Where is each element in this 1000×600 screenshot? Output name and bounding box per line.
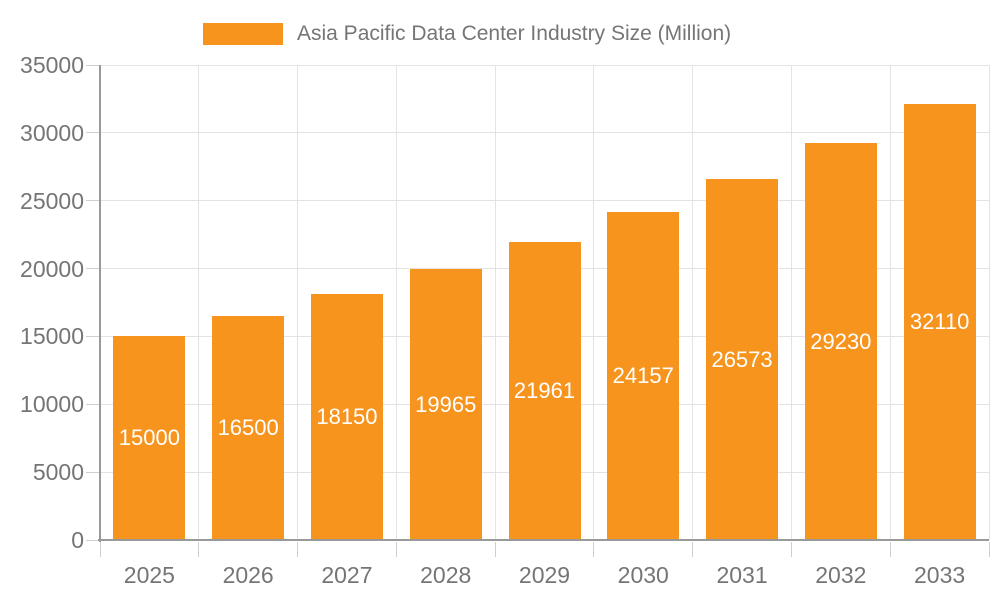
y-tick	[86, 268, 100, 270]
legend-swatch	[203, 23, 283, 45]
y-tick	[86, 335, 100, 337]
bar[interactable]: 24157	[607, 212, 680, 540]
y-tick	[86, 539, 100, 541]
y-axis-label: 5000	[32, 459, 84, 486]
x-gridline	[593, 65, 595, 540]
x-axis-label: 2030	[617, 562, 669, 588]
y-gridline	[100, 132, 989, 134]
x-tick	[889, 542, 891, 557]
x-gridline	[198, 65, 200, 540]
x-gridline	[889, 65, 891, 540]
x-tick	[297, 542, 299, 557]
y-axis-label: 30000	[20, 119, 84, 146]
bar[interactable]: 21961	[508, 241, 581, 540]
x-gridline	[790, 65, 792, 540]
y-axis-label: 0	[71, 527, 84, 553]
bar-value-label: 18150	[316, 403, 378, 429]
x-axis-label: 2027	[321, 562, 373, 588]
bar-value-label: 16500	[217, 415, 279, 441]
legend-label: Asia Pacific Data Center Industry Size (…	[297, 22, 732, 45]
bar[interactable]: 26573	[706, 179, 779, 540]
y-gridline	[100, 200, 989, 202]
bar[interactable]: 29230	[804, 143, 877, 540]
y-tick	[86, 471, 100, 473]
y-gridline	[100, 64, 989, 66]
x-tick	[593, 542, 595, 557]
x-tick	[790, 542, 792, 557]
x-axis-label: 2032	[815, 562, 867, 588]
x-tick	[395, 542, 397, 557]
bar[interactable]: 18150	[310, 293, 383, 540]
x-axis-label: 2029	[518, 562, 571, 588]
bar-value-label: 21961	[513, 377, 576, 403]
x-tick	[692, 542, 694, 557]
x-gridline	[988, 65, 990, 540]
bar-value-label: 26573	[711, 346, 773, 372]
bar-value-label: 29230	[810, 328, 872, 354]
y-axis-label: 20000	[20, 255, 84, 282]
y-tick	[86, 403, 100, 405]
x-axis-label: 2028	[420, 562, 472, 588]
bar[interactable]: 19965	[409, 269, 482, 540]
y-tick	[86, 132, 100, 134]
bar-value-label: 19965	[415, 391, 477, 417]
bar[interactable]: 16500	[212, 316, 285, 540]
legend-item[interactable]: Asia Pacific Data Center Industry Size (…	[203, 22, 731, 46]
bar-value-label: 15000	[118, 425, 180, 451]
y-axis-label: 15000	[20, 323, 84, 350]
x-axis-label: 2026	[222, 562, 274, 588]
bar-value-label: 32110	[909, 309, 970, 335]
x-axis-label: 2025	[123, 562, 175, 588]
x-gridline	[494, 65, 496, 540]
y-tick	[86, 200, 100, 202]
x-axis-line	[98, 539, 989, 541]
x-tick	[198, 542, 200, 557]
y-axis-line	[99, 65, 101, 542]
x-tick	[494, 542, 496, 557]
x-axis-label: 2031	[716, 562, 768, 588]
y-tick	[86, 64, 100, 66]
y-axis-label: 10000	[20, 391, 84, 418]
y-axis-label: 25000	[20, 187, 84, 214]
y-axis-label: 35000	[20, 52, 84, 78]
bar[interactable]: 32110	[903, 104, 976, 540]
x-axis-label: 2033	[914, 562, 966, 588]
x-gridline	[395, 65, 397, 540]
x-tick	[988, 542, 990, 557]
x-gridline	[297, 65, 299, 540]
x-gridline	[692, 65, 694, 540]
bar-value-label: 24157	[612, 363, 674, 389]
bar[interactable]: 15000	[113, 336, 186, 540]
x-tick	[99, 542, 101, 557]
